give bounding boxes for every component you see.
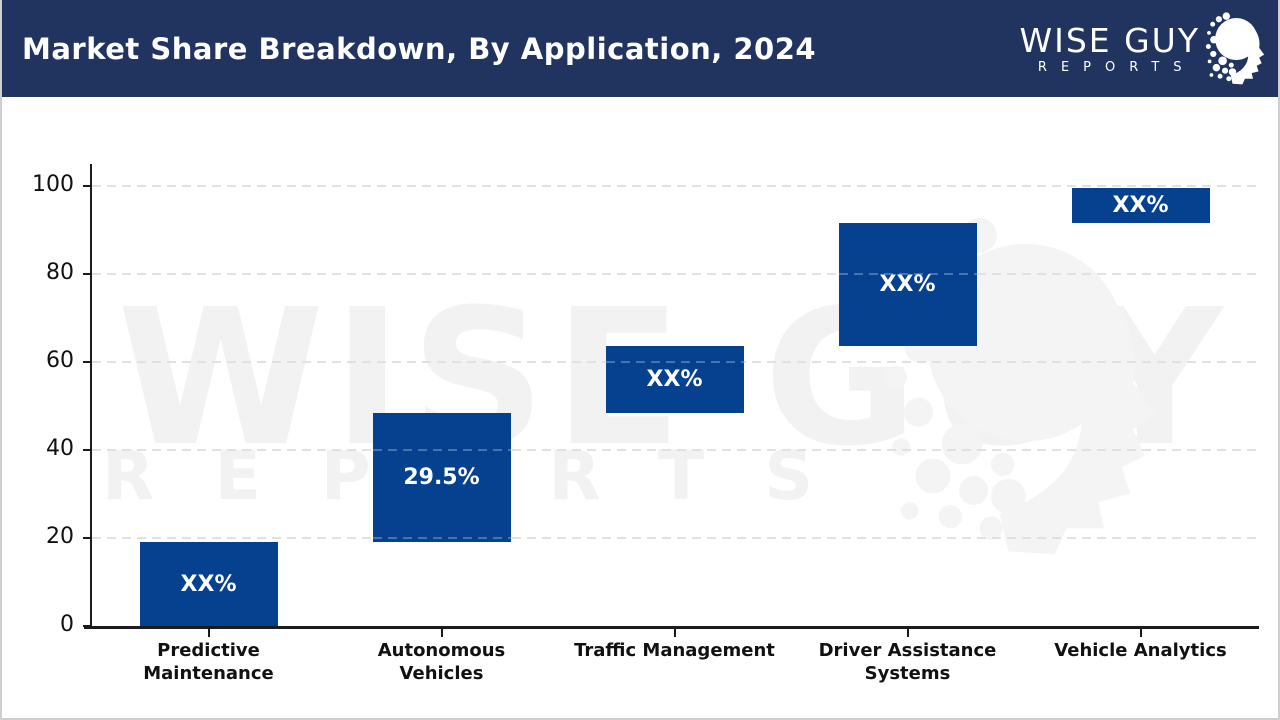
y-tick-mark (83, 273, 92, 275)
x-tick-mark (1139, 629, 1142, 637)
x-category-label: Driver Assistance Systems (818, 640, 997, 684)
y-axis-spine (90, 164, 92, 629)
y-tick-mark (83, 537, 92, 539)
bar-2: 29.5% (372, 412, 511, 543)
bar-4: XX% (838, 223, 977, 346)
x-tick-mark (906, 629, 909, 637)
y-tick-label: 60 (46, 348, 74, 373)
x-tick-mark (440, 629, 443, 637)
y-tick-label: 40 (46, 436, 74, 461)
x-category-label: Autonomous Vehicles (377, 640, 506, 684)
x-category-label: Traffic Management (574, 640, 775, 661)
gridline-100 (92, 185, 1257, 187)
bar-value-label: 29.5% (403, 464, 480, 490)
logo-name: WISE GUY (1019, 20, 1200, 60)
x-axis-spine (84, 626, 1259, 629)
logo-subtitle: REPORTS (1037, 59, 1196, 75)
gridline-40 (92, 449, 1257, 451)
y-tick-mark (83, 361, 92, 363)
gridline-over-bar (605, 360, 744, 363)
x-category-label: Predictive Maintenance (143, 640, 274, 684)
x-category-label: Vehicle Analytics (1054, 640, 1227, 661)
wise-guy-logo: WISE GUY REPORTS (1019, 8, 1266, 90)
bar-value-label: XX% (1112, 193, 1169, 219)
header-bar: Market Share Breakdown, By Application, … (2, 0, 1278, 97)
gridline-over-bar (838, 272, 977, 275)
y-tick-label: 0 (60, 612, 74, 637)
y-tick-label: 20 (46, 524, 74, 549)
gridline-80 (92, 273, 1257, 275)
x-tick-mark (207, 629, 210, 637)
bar-3: XX% (605, 345, 744, 413)
bar-value-label: XX% (879, 272, 936, 298)
y-tick-mark (83, 449, 92, 451)
gridline-over-bar (372, 448, 511, 451)
bar-5: XX% (1071, 188, 1210, 224)
bar-1: XX% (139, 542, 278, 626)
bar-value-label: XX% (646, 366, 703, 392)
gridline-over-bar (372, 536, 511, 539)
bar-value-label: XX% (180, 571, 237, 597)
page-title: Market Share Breakdown, By Application, … (22, 31, 817, 66)
logo-face-icon (1204, 8, 1266, 90)
y-tick-mark (83, 185, 92, 187)
gridline-20 (92, 537, 1257, 539)
logo-text: WISE GUY REPORTS (1019, 24, 1200, 74)
y-tick-label: 80 (46, 260, 74, 285)
y-tick-label: 100 (32, 172, 74, 197)
x-tick-mark (673, 629, 676, 637)
